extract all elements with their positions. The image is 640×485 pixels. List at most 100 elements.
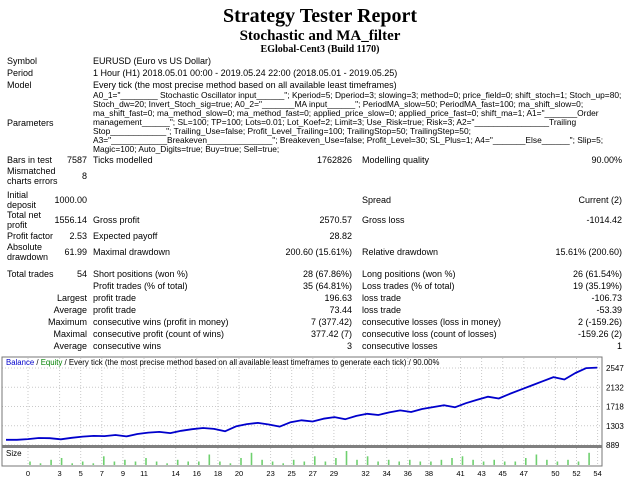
model-label: Model	[7, 80, 32, 90]
x-axis-label: 32	[361, 469, 369, 478]
x-axis-label: 41	[456, 469, 464, 478]
balance-chart-svg: 2547 2132 1718 1303 889 0 3 5 7 9 11 14 16 18 20 23 25 27…	[1, 356, 624, 478]
average-label: Average	[53, 305, 87, 315]
gross-profit-label: Gross profit	[93, 215, 140, 225]
short-positions-value: 28 (67.86%)	[302, 269, 352, 279]
x-axis-label: 52	[572, 469, 580, 478]
parameters-line: Stoch_dw=20; Invert_Stoch_sig=true; A0_2…	[93, 100, 584, 109]
x-axis-label: 43	[477, 469, 485, 478]
row-absolute-drawdown: Absolute drawdown 61.99 Maximal drawdown 2…	[0, 242, 640, 262]
report-table: Symbol EURUSD (Euro vs US Dollar) Period…	[0, 55, 640, 352]
parameters-line: Stop____________"; Trailing_Use=false; P…	[93, 127, 471, 136]
row-largest: Largest profit trade 196.63 loss trade -10…	[0, 292, 640, 304]
bars-label: Bars in test	[7, 155, 53, 165]
max-consec-wins-value: 7 (377.42)	[310, 317, 352, 327]
gross-profit-value: 2570.57	[319, 215, 352, 225]
mismatched-value: 8	[81, 171, 87, 181]
spread-label: Spread	[362, 195, 392, 205]
avg-consec-losses-value: 1	[616, 341, 622, 351]
parameters-value: A0_1="________ Stochastic Oscillator inp…	[93, 91, 622, 154]
row-maximal: Maximal consecutive profit (count of win…	[0, 328, 640, 340]
x-axis-label: 27	[309, 469, 317, 478]
spread-value: Current (2)	[578, 195, 622, 205]
quality-label: Modelling quality	[362, 155, 430, 165]
largest-loss-value: -106.73	[591, 293, 622, 303]
loss-trades-label: Loss trades (% of total)	[362, 281, 455, 291]
x-axis-label: 23	[266, 469, 274, 478]
row-mismatched: Mismatched charts errors 8	[0, 166, 640, 186]
loss-trades-value: 19 (35.19%)	[572, 281, 622, 291]
x-axis-label: 0	[26, 469, 30, 478]
parameters-line: A0_1="________ Stochastic Oscillator inp…	[93, 91, 622, 100]
x-axis-label: 54	[593, 469, 601, 478]
avg-loss-label: loss trade	[362, 305, 402, 315]
symbol-value: EURUSD (Euro vs US Dollar)	[93, 56, 212, 66]
parameters-line: Magic=100; Auto_Digits=true; Buy=true; S…	[93, 145, 280, 154]
net-profit-value: 1556.14	[54, 215, 87, 225]
x-axis-label: 25	[288, 469, 296, 478]
max-drawdown-value: 200.60 (15.61%)	[285, 247, 352, 257]
row-bars-in-test: Bars in test 7587 Ticks modelled 1762826 M…	[0, 154, 640, 166]
ticks-label: Ticks modelled	[93, 155, 153, 165]
period-label: Period	[7, 68, 34, 78]
x-axis-label: 29	[330, 469, 338, 478]
row-total-trades: Total trades 54 Short positions (won %) 28…	[0, 268, 640, 280]
period-value: 1 Hour (H1) 2018.05.01 00:00 - 2019.05.2…	[93, 68, 398, 78]
x-axis-label: 36	[404, 469, 412, 478]
consec-loss-value: -159.26 (2)	[577, 329, 622, 339]
max-drawdown-label: Maximal drawdown	[93, 247, 171, 257]
avg-consec-wins-value: 3	[346, 341, 352, 351]
row-avg-consecutive: Average consecutive wins 3 consecutive lo…	[0, 340, 640, 352]
gross-loss-value: -1014.42	[586, 215, 622, 225]
rel-drawdown-value: 15.61% (200.60)	[555, 247, 622, 257]
x-axis-label: 50	[551, 469, 559, 478]
row-average: Average profit trade 73.44 loss trade -53.…	[0, 304, 640, 316]
model-value: Every tick (the most precise method base…	[93, 80, 397, 90]
chart-legend: Balance / Equity / Every tick (the most …	[6, 358, 439, 367]
consec-loss-label: consecutive loss (count of losses)	[362, 329, 497, 339]
x-axis-label: 34	[383, 469, 391, 478]
row-symbol: Symbol EURUSD (Euro vs US Dollar)	[0, 55, 640, 67]
deposit-label: Initial deposit	[7, 190, 37, 210]
max-consec-losses-label: consecutive losses (loss in money)	[362, 317, 502, 327]
profit-factor-value: 2.53	[69, 231, 87, 241]
size-panel-label: Size	[6, 449, 22, 458]
maximal-label: Maximal	[53, 329, 87, 339]
consec-profit-label: consecutive profit (count of wins)	[93, 329, 225, 339]
rel-drawdown-label: Relative drawdown	[362, 247, 439, 257]
balance-equity-chart: 2547 2132 1718 1303 889 0 3 5 7 9 11 14 16 18 20 23 25 27…	[0, 356, 640, 480]
page-title: Strategy Tester Report	[222, 5, 418, 27]
row-period: Period 1 Hour (H1) 2018.05.01 00:00 - 20…	[0, 67, 640, 79]
x-axis-label: 11	[140, 469, 148, 478]
server-build: EGlobal-Cent3 (Build 1170)	[260, 44, 380, 55]
row-profit-factor: Profit factor 2.53 Expected payoff 28.82	[0, 230, 640, 242]
row-parameters: Parameters A0_1="________ Stochastic Osc…	[0, 91, 640, 154]
y-axis-label: 2547	[606, 364, 624, 373]
ticks-value: 1762826	[316, 155, 352, 165]
expected-payoff-value: 28.82	[329, 231, 352, 241]
largest-label: Largest	[56, 293, 87, 303]
consec-profit-value: 377.42 (7)	[310, 329, 352, 339]
long-positions-label: Long positions (won %)	[362, 269, 456, 279]
largest-loss-label: loss trade	[362, 293, 402, 303]
report-header: Strategy Tester Report Stochastic and MA…	[0, 0, 640, 55]
mismatched-label: Mismatched charts errors	[7, 166, 58, 186]
row-total-net-profit: Total net profit 1556.14 Gross profit 2570…	[0, 210, 640, 230]
largest-profit-value: 196.63	[324, 293, 352, 303]
avg-profit-label: profit trade	[93, 305, 137, 315]
bars-value: 7587	[66, 155, 87, 165]
long-positions-value: 26 (61.54%)	[572, 269, 622, 279]
avg-profit-value: 73.44	[329, 305, 352, 315]
max-consec-losses-value: 2 (-159.26)	[577, 317, 622, 327]
x-axis-label: 14	[172, 469, 180, 478]
abs-drawdown-value: 61.99	[64, 247, 87, 257]
row-model: Model Every tick (the most precise metho…	[0, 79, 640, 91]
abs-drawdown-label: Absolute drawdown	[7, 242, 49, 262]
x-axis-label: 18	[214, 469, 222, 478]
x-axis-label: 20	[235, 469, 243, 478]
row-maximum: Maximum consecutive wins (profit in mone…	[0, 316, 640, 328]
net-profit-label: Total net profit	[7, 210, 42, 230]
x-axis-label: 7	[100, 469, 104, 478]
row-initial-deposit: Initial deposit 1000.00 Spread Current (2)	[0, 190, 640, 210]
parameters-line: A3="____________Breakeven______________"…	[93, 136, 604, 145]
